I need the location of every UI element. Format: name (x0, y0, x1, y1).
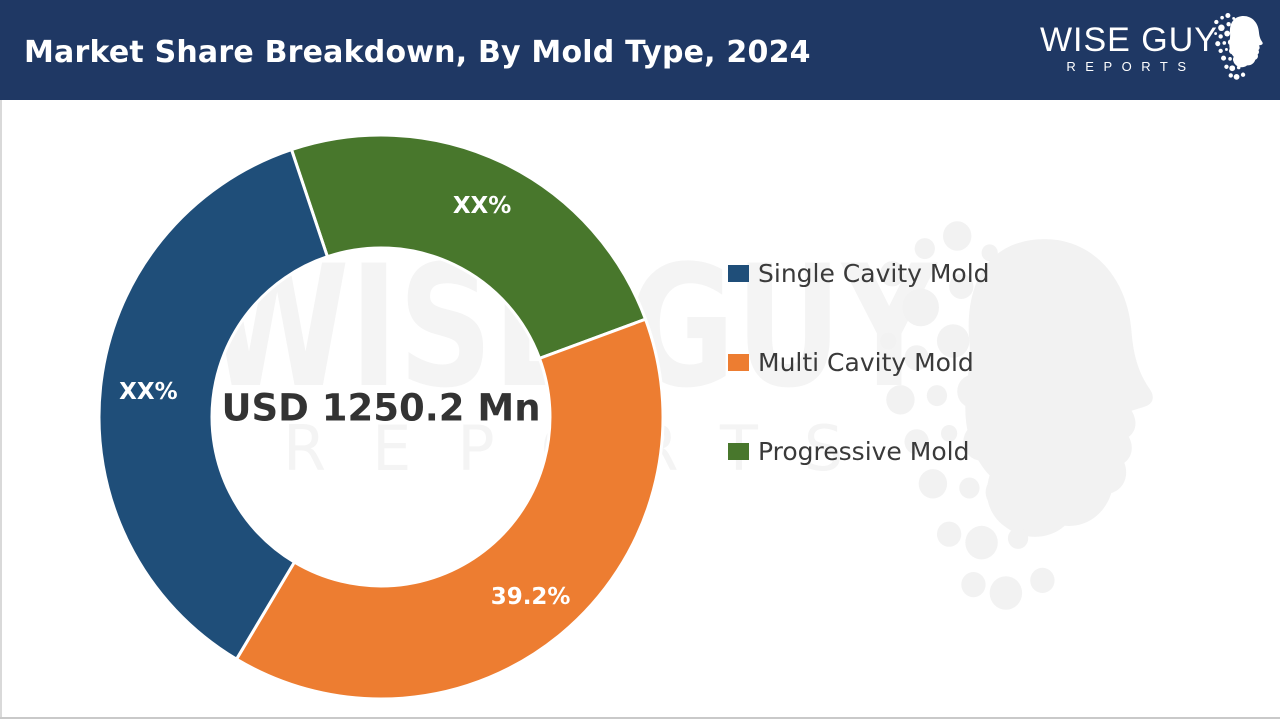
donut-slice-progressive-mold (290, 133, 647, 360)
slice-label-multi-cavity-mold: 39.2% (491, 584, 571, 610)
logo-name: WISE GUY (1039, 20, 1218, 59)
legend-label: Progressive Mold (758, 436, 970, 466)
logo-text-block: WISE GUY REPORTS (1040, 23, 1218, 74)
left-border-line (0, 100, 2, 717)
legend-swatch-progressive-mold (728, 442, 749, 460)
legend-item-multi-cavity-mold: Multi Cavity Mold (728, 345, 974, 379)
header-bar: Market Share Breakdown, By Mold Type, 20… (0, 0, 1280, 100)
bottom-border-line (0, 717, 1280, 719)
slice-label-single-cavity-mold: XX% (119, 379, 178, 405)
logo-face-icon (1214, 12, 1263, 80)
logo-subtitle: REPORTS (1066, 58, 1196, 74)
legend-label: Multi Cavity Mold (758, 347, 974, 377)
legend-item-single-cavity-mold: Single Cavity Mold (728, 256, 990, 290)
donut-slice-multi-cavity-mold (235, 317, 665, 701)
donut-slice-single-cavity-mold (97, 148, 329, 661)
page-title: Market Share Breakdown, By Mold Type, 20… (24, 34, 811, 70)
slice-label-progressive-mold: XX% (453, 193, 512, 219)
watermark-face-icon (880, 221, 1153, 610)
donut-center-label: USD 1250.2 Mn (221, 386, 541, 430)
legend-swatch-multi-cavity-mold (728, 353, 749, 371)
legend-item-progressive-mold: Progressive Mold (728, 434, 969, 468)
wise-guy-logo: WISE GUY REPORTS (1040, 8, 1264, 88)
legend-swatch-single-cavity-mold (728, 264, 749, 282)
legend-label: Single Cavity Mold (758, 258, 990, 288)
